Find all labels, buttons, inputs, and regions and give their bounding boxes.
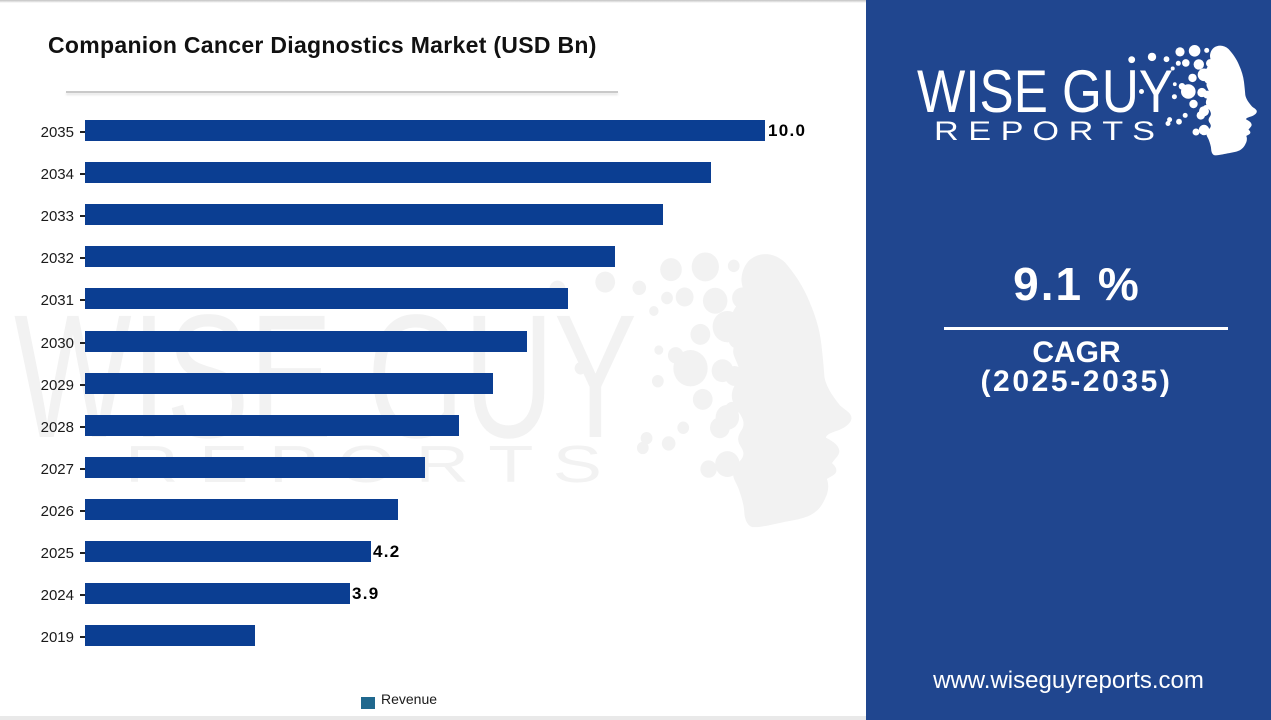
svg-text:R E P O R T S: R E P O R T S (934, 116, 1155, 146)
svg-text:WISE GUY: WISE GUY (917, 58, 1173, 125)
